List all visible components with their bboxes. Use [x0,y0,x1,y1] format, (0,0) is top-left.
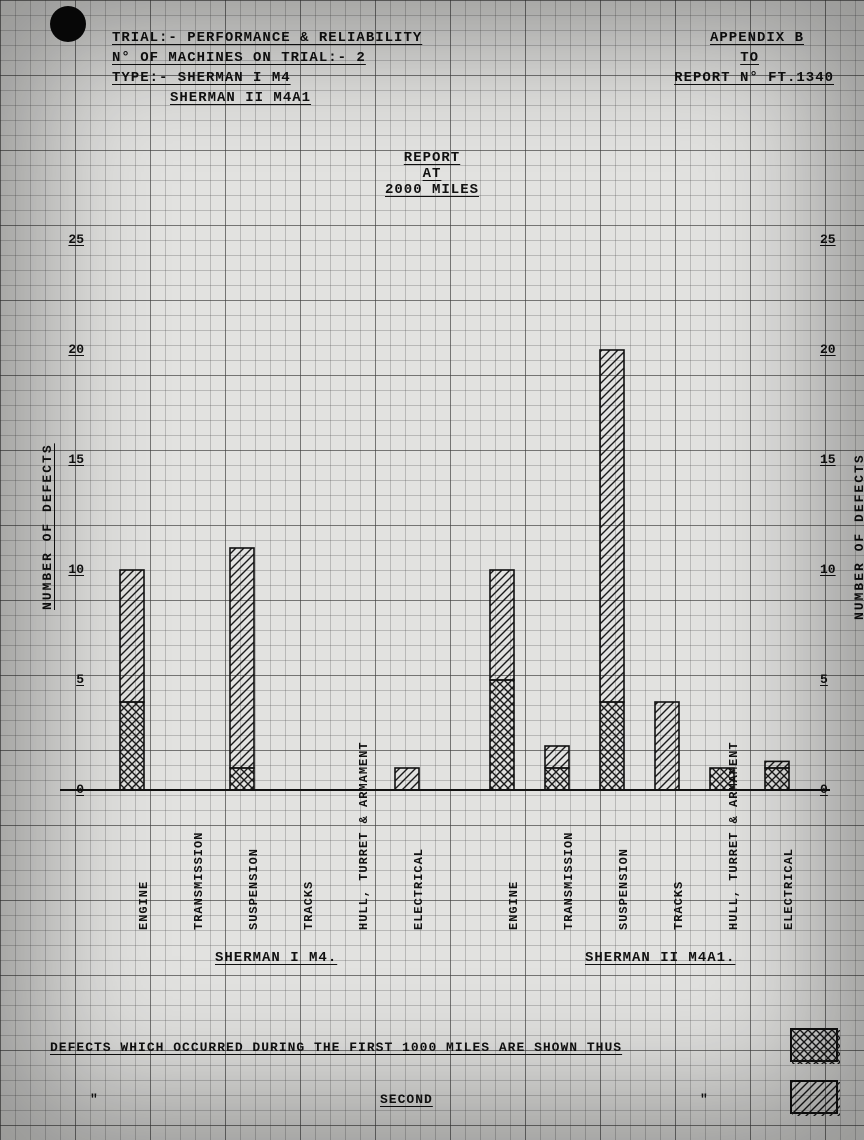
chart-title: REPORT AT 2000 MILES [385,150,479,198]
tick-left-20: 20 [68,342,84,357]
category-label: TRANSMISSION [562,832,576,930]
tick-right-20: 20 [820,342,836,357]
category-label: ENGINE [507,881,521,930]
group-label: SHERMAN II M4A1. [585,950,735,966]
header-machines: N° OF MACHINES ON TRIAL:- 2 [112,50,366,66]
category-label: TRACKS [302,881,316,930]
tick-right-0: 0 [820,782,828,797]
tick-right-15: 15 [820,452,836,467]
category-label: SUSPENSION [617,848,631,930]
legend-swatch-second [790,1080,838,1114]
title-line-2: AT [385,166,479,182]
tick-right-25: 25 [820,232,836,247]
legend-swatch-first [790,1028,838,1062]
category-label: TRACKS [672,881,686,930]
header-report-no: REPORT N° FT.1340 [674,70,834,86]
category-label: ENGINE [137,881,151,930]
tick-left-0: 0 [76,782,84,797]
category-label: ELECTRICAL [412,848,426,930]
tick-right-5: 5 [820,672,828,687]
legend-line-2-q2: " [700,1092,709,1107]
header-trial: TRIAL:- PERFORMANCE & RELIABILITY [112,30,422,46]
legend-line-1: DEFECTS WHICH OCCURRED DURING THE FIRST … [50,1040,622,1055]
header-type-2: SHERMAN II M4A1 [170,90,311,106]
category-label: SUSPENSION [247,848,261,930]
y-axis-label-left: NUMBER OF DEFECTS [40,443,55,610]
legend-line-2-q1: " [90,1092,99,1107]
punch-hole [50,6,86,42]
tick-left-10: 10 [68,562,84,577]
category-label: ELECTRICAL [782,848,796,930]
category-label: HULL, TURRET & ARMAMENT [357,741,371,930]
tick-left-5: 5 [76,672,84,687]
y-axis-label-right: NUMBER OF DEFECTS [852,453,864,620]
title-line-1: REPORT [385,150,479,166]
header-to: TO [740,50,759,66]
legend-line-2-mid: SECOND [380,1092,433,1107]
header-appendix: APPENDIX B [710,30,804,46]
category-label: HULL, TURRET & ARMAMENT [727,741,741,930]
tick-right-10: 10 [820,562,836,577]
group-label: SHERMAN I M4. [215,950,337,966]
title-line-3: 2000 MILES [385,182,479,198]
tick-left-15: 15 [68,452,84,467]
category-label: TRANSMISSION [192,832,206,930]
tick-left-25: 25 [68,232,84,247]
header-type-1: TYPE:- SHERMAN I M4 [112,70,291,86]
